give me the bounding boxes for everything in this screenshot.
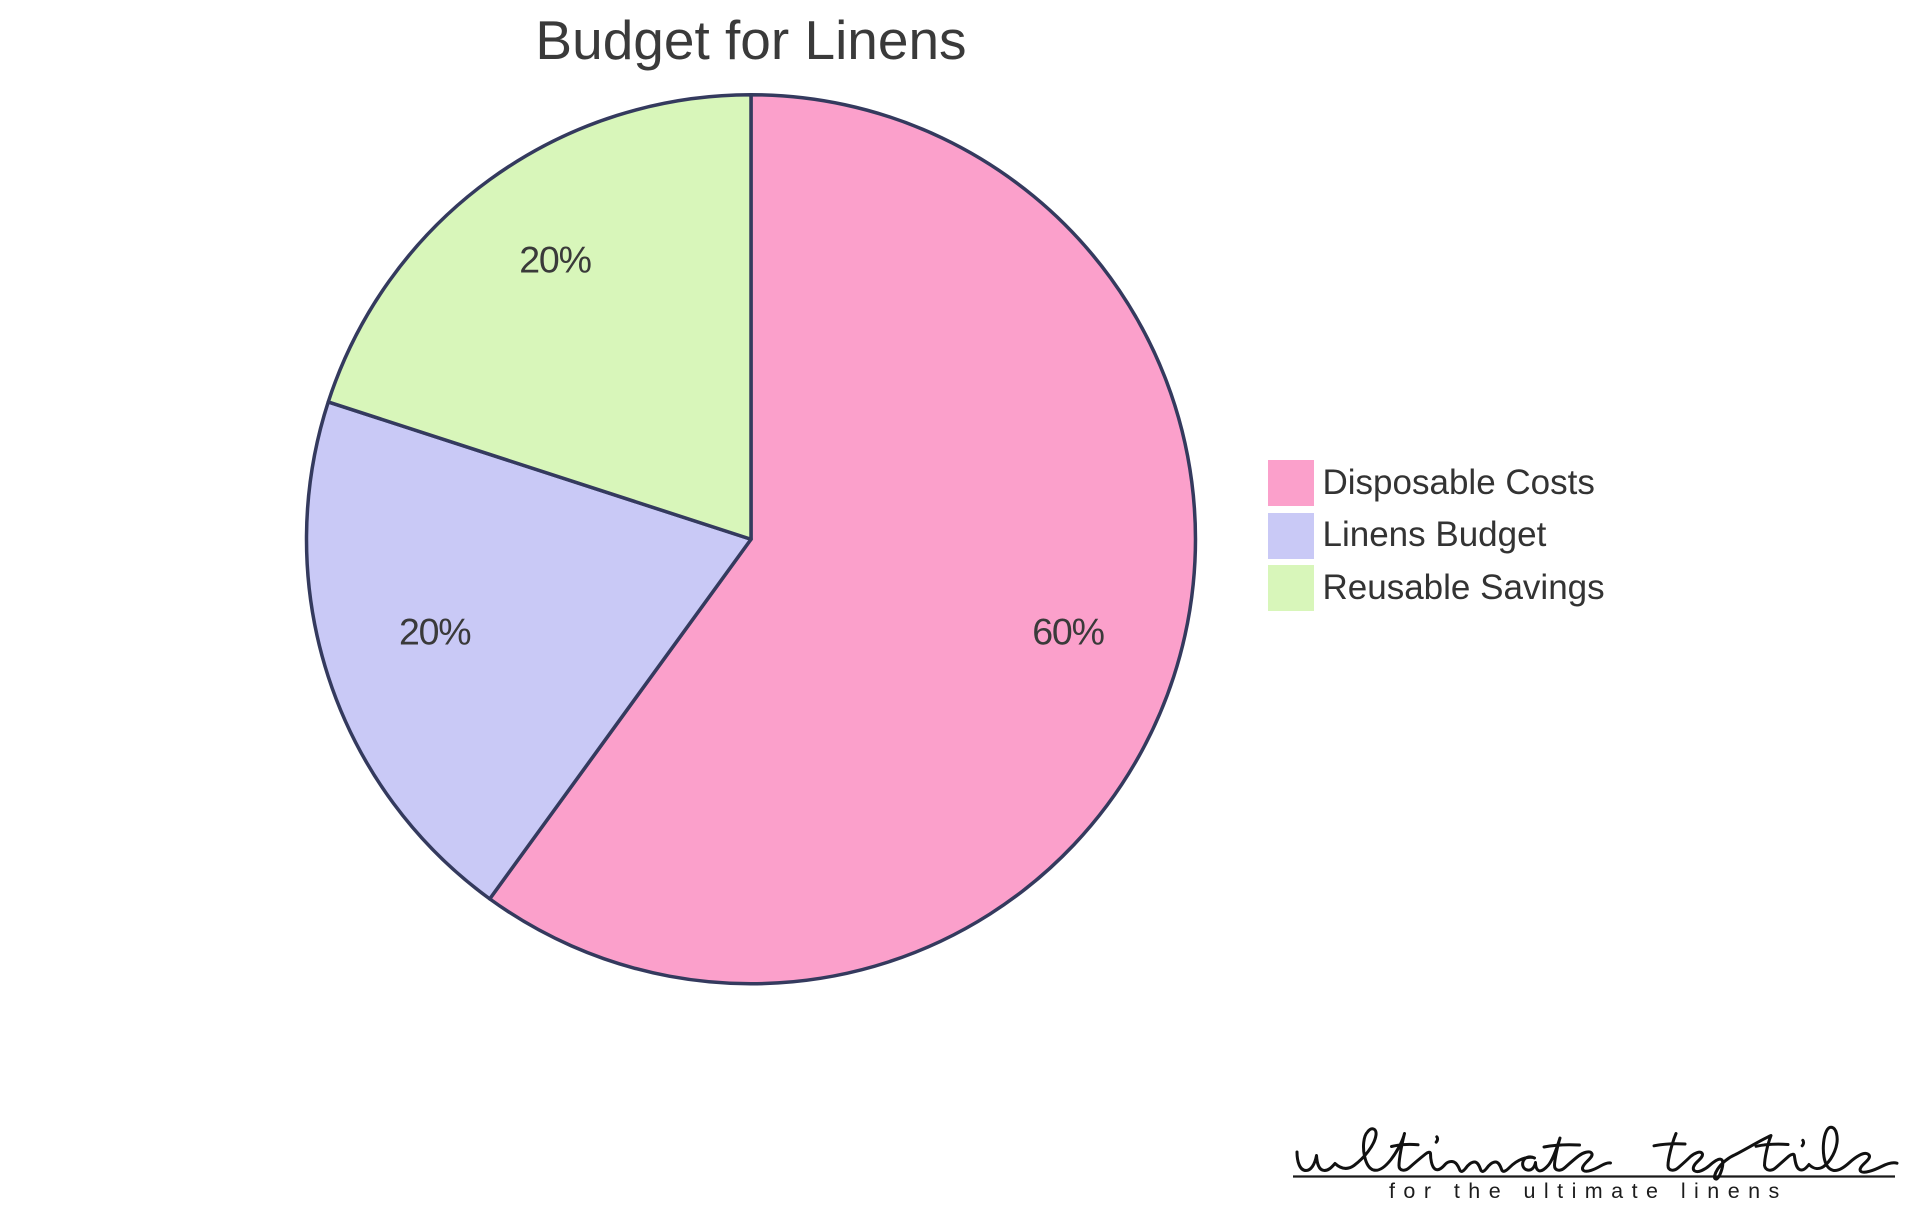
svg-text:for the ultimate linens: for the ultimate linens — [1389, 1179, 1788, 1203]
